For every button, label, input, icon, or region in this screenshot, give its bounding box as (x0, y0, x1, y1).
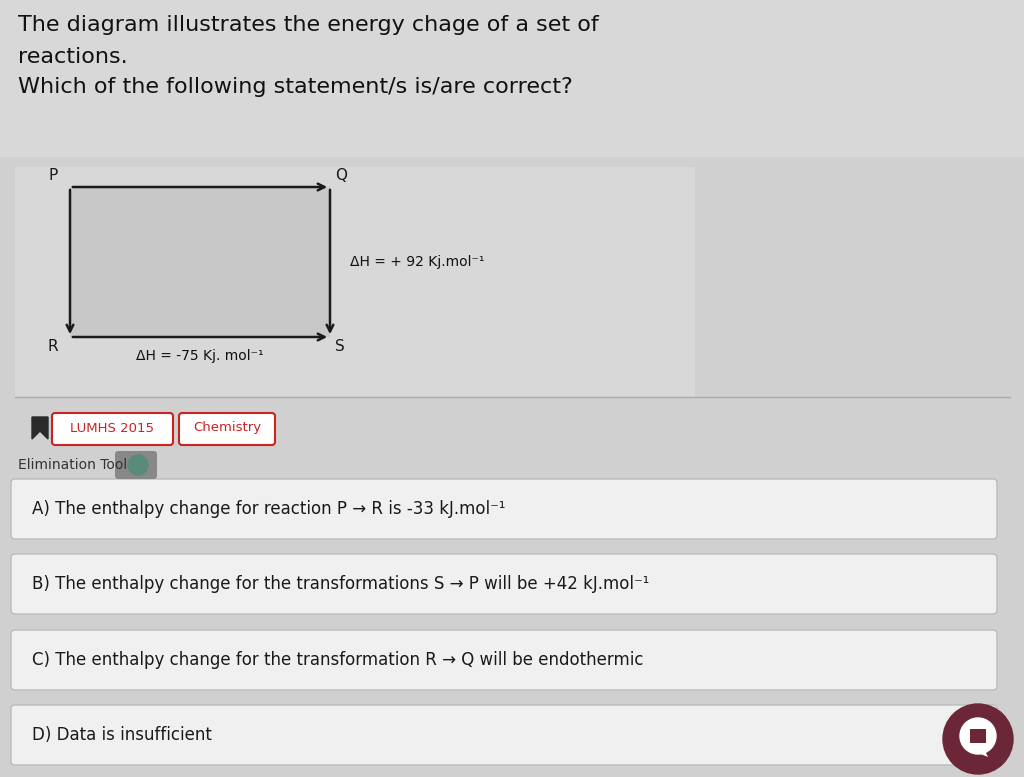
Bar (970, 729, 986, 743)
FancyBboxPatch shape (11, 705, 997, 765)
Bar (15, 167, 695, 397)
Text: D) Data is insufficient: D) Data is insufficient (32, 726, 212, 744)
Bar (70, 187, 330, 337)
FancyBboxPatch shape (179, 413, 275, 445)
Bar (0, 0, 1024, 157)
Text: reactions.: reactions. (18, 47, 128, 67)
Text: A) The enthalpy change for reaction P → R is -33 kJ.mol⁻¹: A) The enthalpy change for reaction P → … (32, 500, 506, 518)
Text: R: R (47, 339, 58, 354)
Text: P: P (49, 168, 58, 183)
Text: Which of the following statement/s is/are correct?: Which of the following statement/s is/ar… (18, 77, 572, 97)
Text: LUMHS 2015: LUMHS 2015 (71, 421, 155, 434)
Text: ΔH = + 92 Kj.mol⁻¹: ΔH = + 92 Kj.mol⁻¹ (350, 255, 484, 269)
Text: Elimination Tool:: Elimination Tool: (18, 458, 132, 472)
Text: B) The enthalpy change for the transformations S → P will be +42 kJ.mol⁻¹: B) The enthalpy change for the transform… (32, 575, 649, 593)
Text: C) The enthalpy change for the transformation R → Q will be endothermic: C) The enthalpy change for the transform… (32, 651, 643, 669)
Text: Q: Q (335, 168, 347, 183)
Text: S: S (335, 339, 345, 354)
Polygon shape (973, 747, 988, 757)
FancyBboxPatch shape (52, 413, 173, 445)
Circle shape (943, 704, 1013, 774)
Circle shape (128, 455, 148, 475)
Circle shape (961, 718, 996, 754)
Text: The diagram illustrates the energy chage of a set of: The diagram illustrates the energy chage… (18, 15, 599, 35)
Text: ΔH = -75 Kj. mol⁻¹: ΔH = -75 Kj. mol⁻¹ (136, 349, 264, 363)
FancyBboxPatch shape (11, 554, 997, 614)
FancyBboxPatch shape (115, 451, 157, 479)
FancyBboxPatch shape (11, 630, 997, 690)
Polygon shape (32, 417, 48, 439)
Text: Chemistry: Chemistry (193, 421, 261, 434)
FancyBboxPatch shape (11, 479, 997, 539)
